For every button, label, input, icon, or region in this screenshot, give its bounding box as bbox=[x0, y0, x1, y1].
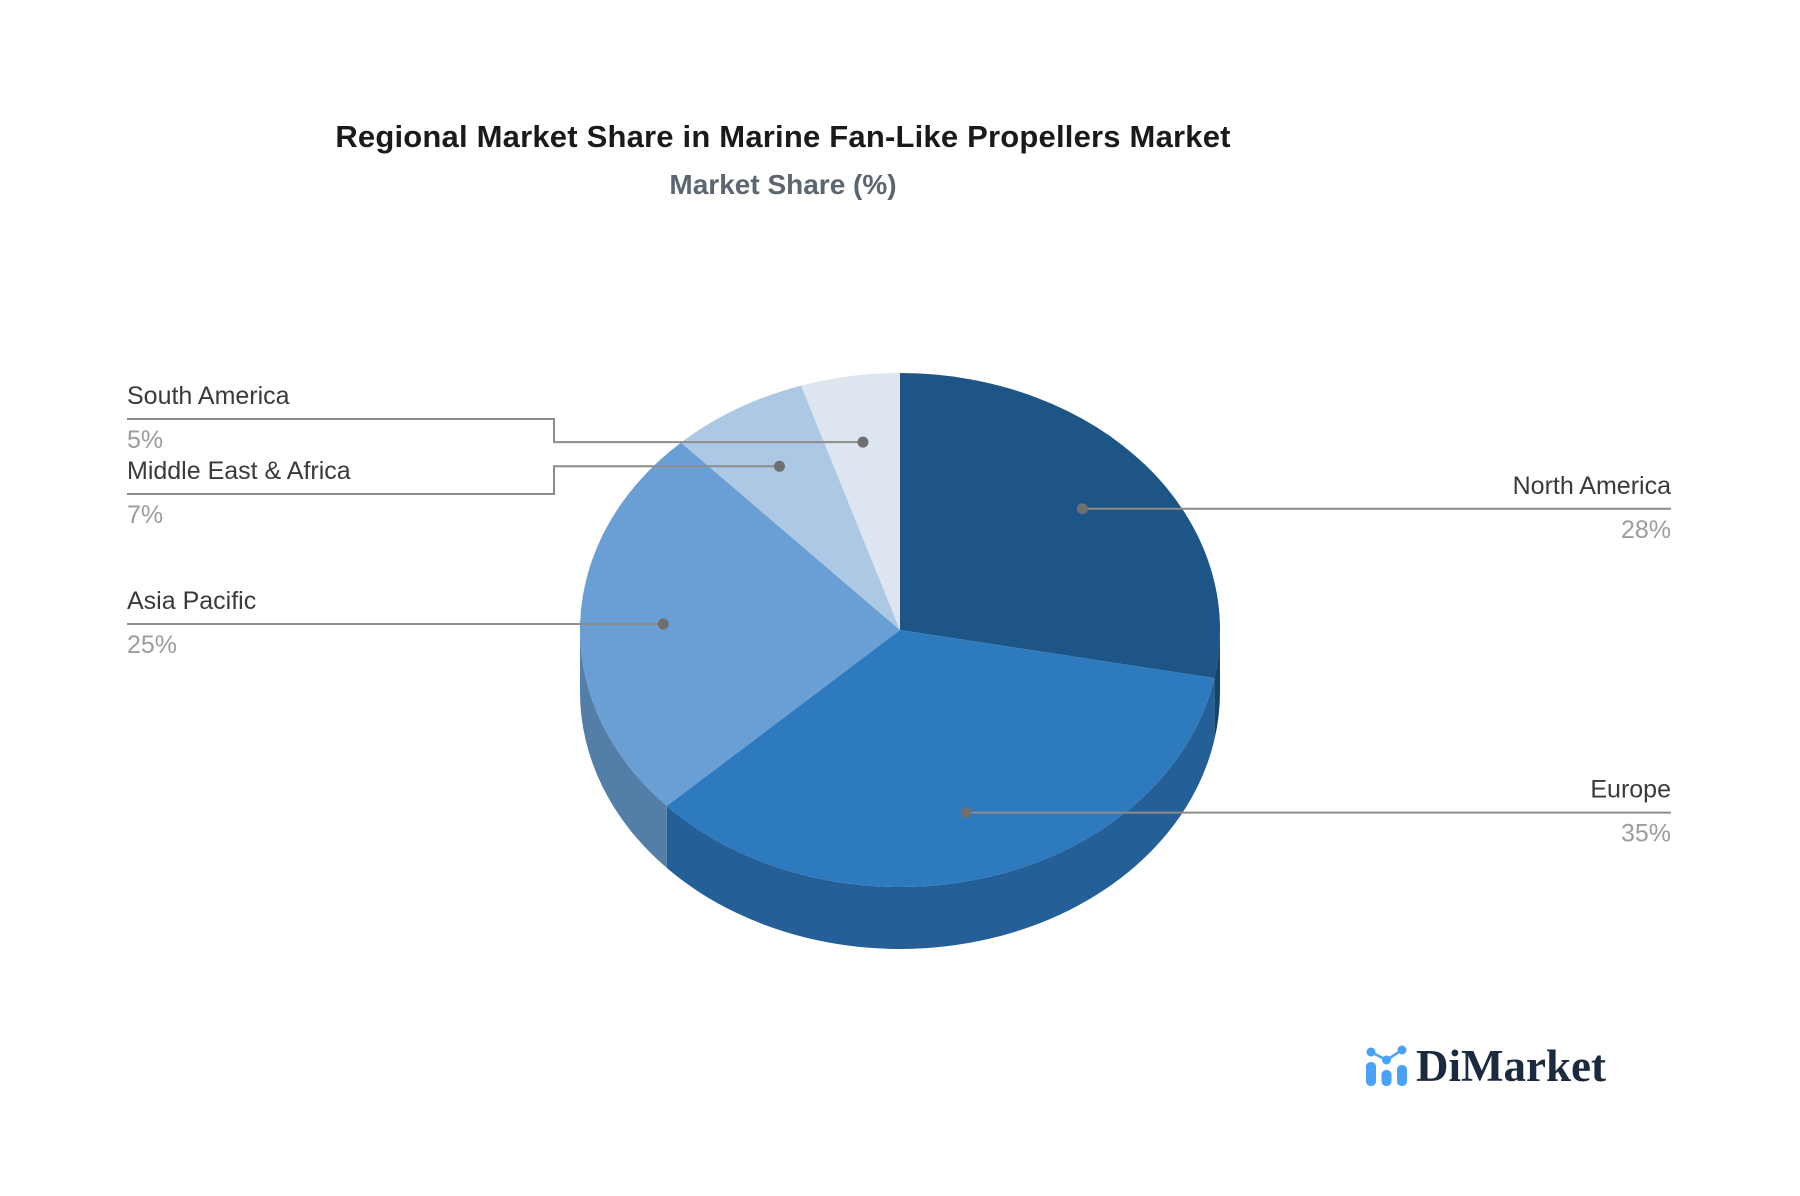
slice-label-europe: Europe bbox=[1590, 776, 1671, 804]
slice-label-asia-pacific: Asia Pacific bbox=[127, 587, 256, 615]
logo-dot-2 bbox=[1382, 1055, 1391, 1065]
pie-slice-south-america[interactable] bbox=[801, 373, 900, 630]
leader-dot-south-america bbox=[857, 436, 869, 448]
logo-bar-3 bbox=[1397, 1065, 1407, 1086]
leader-dot-north-america bbox=[1076, 503, 1088, 515]
logo-dot-3 bbox=[1397, 1045, 1407, 1055]
pie-slice-side-asia-pacific bbox=[580, 630, 667, 868]
slice-value-north-america: 28% bbox=[1621, 516, 1671, 544]
chart-title: Regional Market Share in Marine Fan-Like… bbox=[335, 119, 1231, 154]
slice-value-europe: 35% bbox=[1621, 820, 1671, 848]
dimarket-logo-text: DiMarket bbox=[1416, 1041, 1606, 1091]
slice-value-south-america: 5% bbox=[127, 426, 163, 454]
pie-slice-asia-pacific[interactable] bbox=[580, 442, 900, 806]
leader-dot-europe bbox=[960, 807, 972, 819]
leader-dot-middle-east-africa bbox=[773, 460, 785, 472]
leader-line-south-america bbox=[127, 418, 863, 444]
leader-line-middle-east-africa bbox=[127, 465, 780, 495]
dimarket-logo: DiMarket bbox=[1358, 1030, 1658, 1100]
logo-dot-1 bbox=[1366, 1047, 1376, 1057]
dimarket-logo-icon bbox=[1366, 1045, 1407, 1086]
chart-subtitle: Market Share (%) bbox=[669, 169, 897, 200]
pie-slice-north-america[interactable] bbox=[900, 373, 1220, 679]
slice-value-asia-pacific: 25% bbox=[127, 631, 177, 659]
slice-label-south-america: South America bbox=[127, 382, 290, 410]
pie-slice-side-europe bbox=[666, 678, 1215, 949]
logo-bar-2 bbox=[1381, 1070, 1392, 1086]
slice-value-middle-east-africa: 7% bbox=[127, 501, 163, 529]
logo-bar-1 bbox=[1366, 1062, 1376, 1086]
slice-label-middle-east-africa: Middle East & Africa bbox=[127, 457, 351, 485]
leader-dot-asia-pacific bbox=[657, 618, 669, 630]
pie-slice-europe[interactable] bbox=[666, 630, 1215, 887]
pie-slice-side-north-america bbox=[1214, 630, 1220, 741]
pie-slice-middle-east-africa[interactable] bbox=[680, 385, 900, 630]
slice-label-north-america: North America bbox=[1513, 472, 1671, 500]
